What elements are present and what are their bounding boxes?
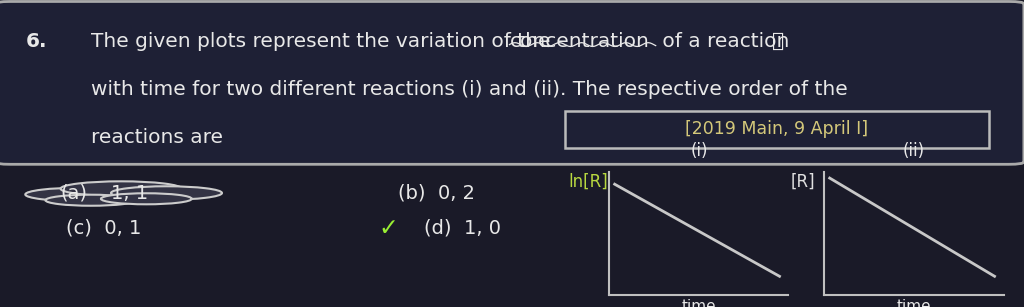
Y-axis label: ln[R]: ln[R] xyxy=(568,172,607,190)
Ellipse shape xyxy=(45,195,136,206)
Ellipse shape xyxy=(101,193,191,204)
Text: concentration: concentration xyxy=(510,32,649,51)
Text: (c)  0, 1: (c) 0, 1 xyxy=(66,218,141,237)
X-axis label: time: time xyxy=(682,299,716,307)
FancyBboxPatch shape xyxy=(565,111,988,148)
Ellipse shape xyxy=(60,181,181,196)
Text: ✓: ✓ xyxy=(378,216,398,240)
Text: [2019 Main, 9 April I]: [2019 Main, 9 April I] xyxy=(685,120,868,138)
Text: reactions are: reactions are xyxy=(91,128,223,146)
Text: (d)  1, 0: (d) 1, 0 xyxy=(424,218,501,237)
Text: of a reaction: of a reaction xyxy=(655,32,790,51)
Text: (i): (i) xyxy=(690,142,708,160)
Text: 6.: 6. xyxy=(26,32,47,51)
Ellipse shape xyxy=(26,188,136,201)
Text: with time for two different reactions (i) and (ii). The respective order of the: with time for two different reactions (i… xyxy=(91,80,848,99)
Ellipse shape xyxy=(111,186,222,200)
Text: The given plots represent the variation of the: The given plots represent the variation … xyxy=(91,32,557,51)
FancyBboxPatch shape xyxy=(0,2,1024,164)
Y-axis label: [R]: [R] xyxy=(791,172,815,190)
Text: 1, 1: 1, 1 xyxy=(111,184,148,203)
Text: (a): (a) xyxy=(60,184,88,203)
Text: (b)  0, 2: (b) 0, 2 xyxy=(398,184,475,203)
X-axis label: time: time xyxy=(897,299,931,307)
Text: (ii): (ii) xyxy=(903,142,925,160)
Text: Ⓡ: Ⓡ xyxy=(772,32,783,51)
